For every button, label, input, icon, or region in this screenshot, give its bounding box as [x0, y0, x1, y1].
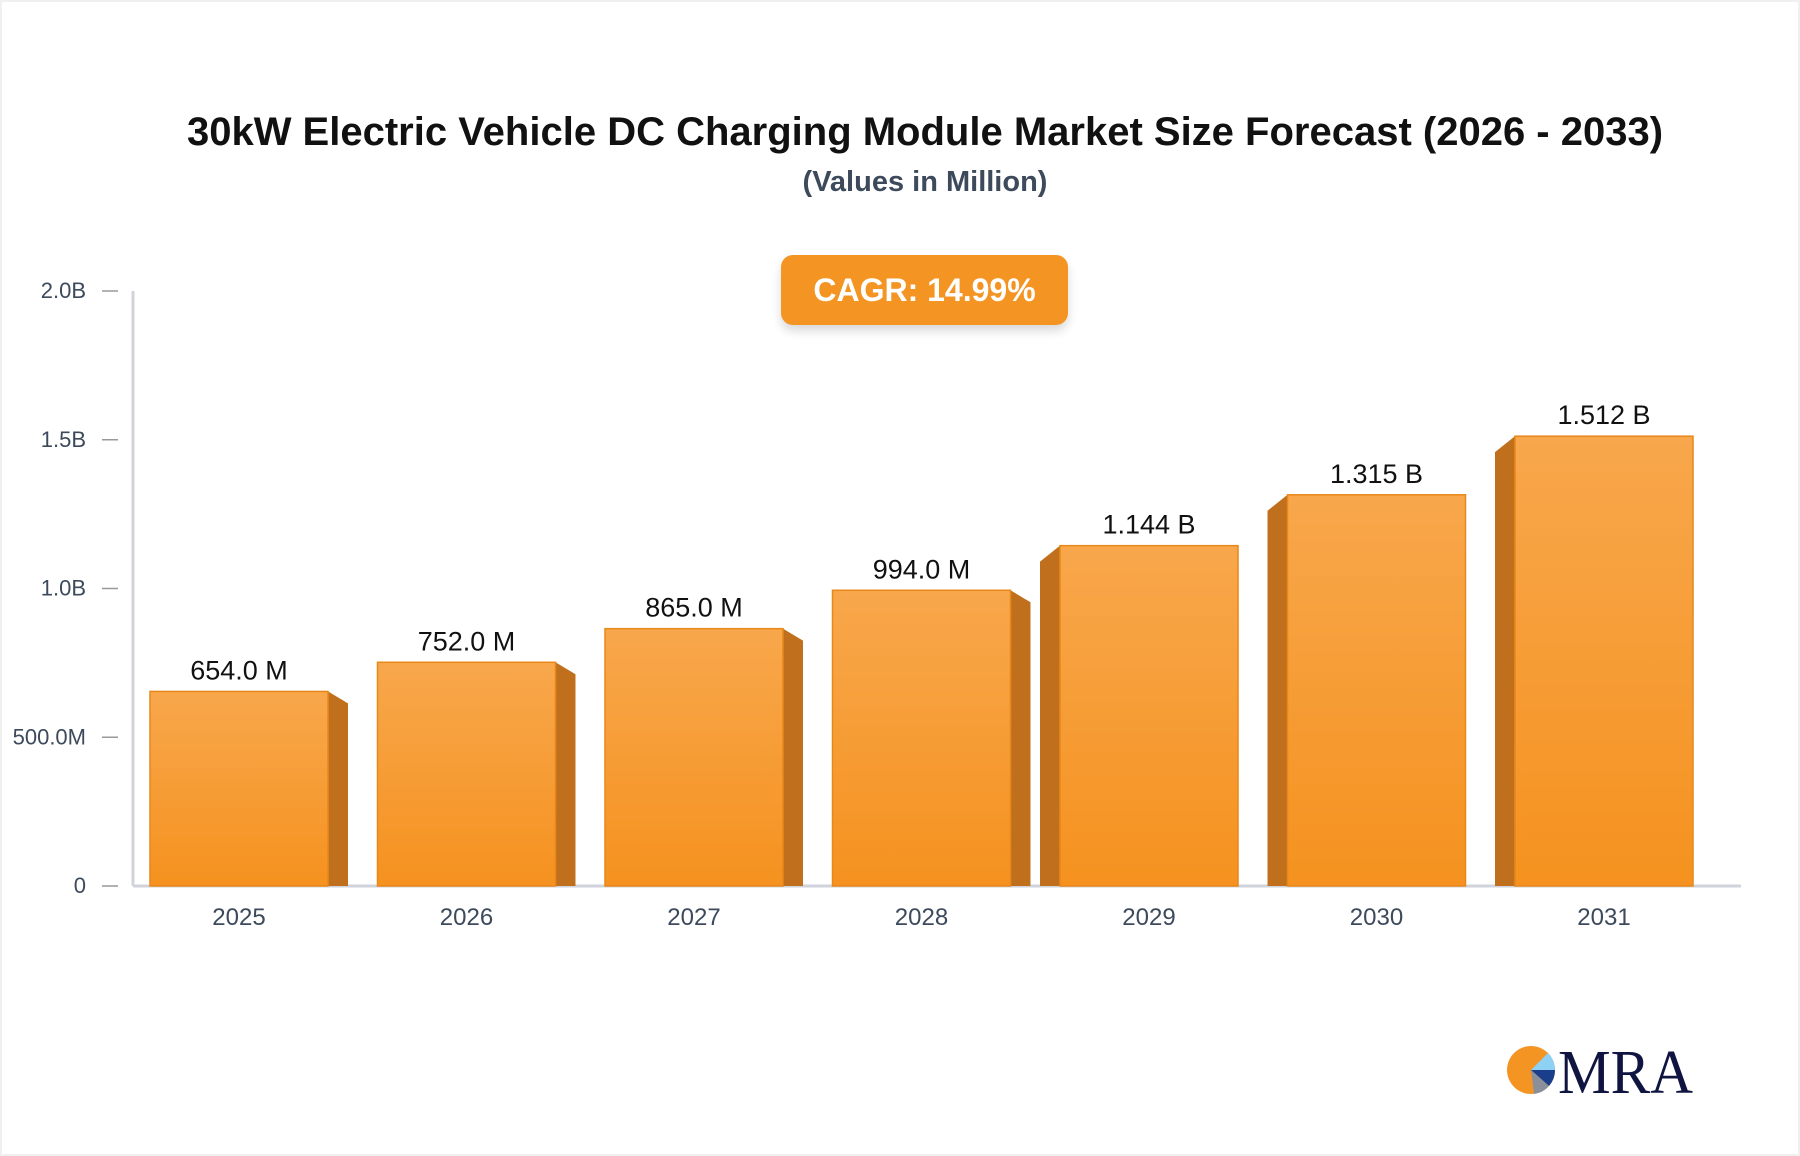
- y-tick-label: 2.0B: [41, 278, 86, 303]
- x-tick-label: 2026: [440, 904, 493, 931]
- data-label: 994.0 M: [873, 554, 971, 584]
- bar-2025: 654.0 M 2025: [149, 655, 348, 931]
- x-tick-label: 2029: [1122, 904, 1175, 931]
- x-tick-label: 2028: [895, 904, 948, 931]
- y-tick-label: 1.5B: [41, 427, 86, 452]
- x-tick-label: 2031: [1577, 904, 1630, 931]
- bar-side: [1495, 436, 1515, 886]
- bar-2030: 1.315 B 2030: [1267, 459, 1467, 931]
- mra-logo: MRA: [1507, 1040, 1693, 1100]
- bar: [376, 661, 557, 887]
- bar-side: [1040, 545, 1060, 886]
- bar-2029: 1.144 B 2029: [1040, 510, 1239, 931]
- bar-2026: 752.0 M 2026: [376, 626, 576, 931]
- data-label: 1.512 B: [1557, 400, 1650, 430]
- x-tick-label: 2030: [1350, 904, 1403, 931]
- x-tick-label: 2025: [212, 904, 265, 931]
- bar: [831, 589, 1012, 887]
- data-label: 1.144 B: [1102, 510, 1195, 540]
- data-label: 1.315 B: [1330, 459, 1423, 489]
- y-tick-label: 0: [74, 873, 86, 898]
- bar: [604, 627, 784, 887]
- bar: [1059, 544, 1239, 887]
- data-label: 654.0 M: [190, 655, 288, 685]
- bar: [1514, 435, 1694, 887]
- bar-side: [328, 691, 348, 886]
- bar-2028: 994.0 M 2028: [831, 554, 1031, 931]
- data-label: 752.0 M: [418, 626, 516, 656]
- bar: [1286, 494, 1467, 887]
- bar-side: [783, 628, 803, 886]
- svg-text:MRA: MRA: [1558, 1040, 1693, 1100]
- x-tick-label: 2027: [667, 904, 720, 931]
- data-label: 865.0 M: [645, 593, 743, 623]
- y-tick-label: 500.0M: [13, 724, 86, 749]
- bar-2027: 865.0 M 2027: [604, 593, 803, 931]
- cagr-badge: CAGR: 14.99%: [781, 255, 1068, 325]
- bar: [149, 690, 329, 887]
- bar-2031: 1.512 B 2031: [1495, 400, 1694, 931]
- chart-title: 30kW Electric Vehicle DC Charging Module…: [186, 110, 1664, 154]
- bar-side: [1267, 494, 1288, 886]
- bar-side: [555, 662, 576, 886]
- y-tick-label: 1.0B: [41, 576, 86, 601]
- chart-subtitle: (Values in Million): [802, 166, 1048, 198]
- bar-side: [1010, 590, 1031, 886]
